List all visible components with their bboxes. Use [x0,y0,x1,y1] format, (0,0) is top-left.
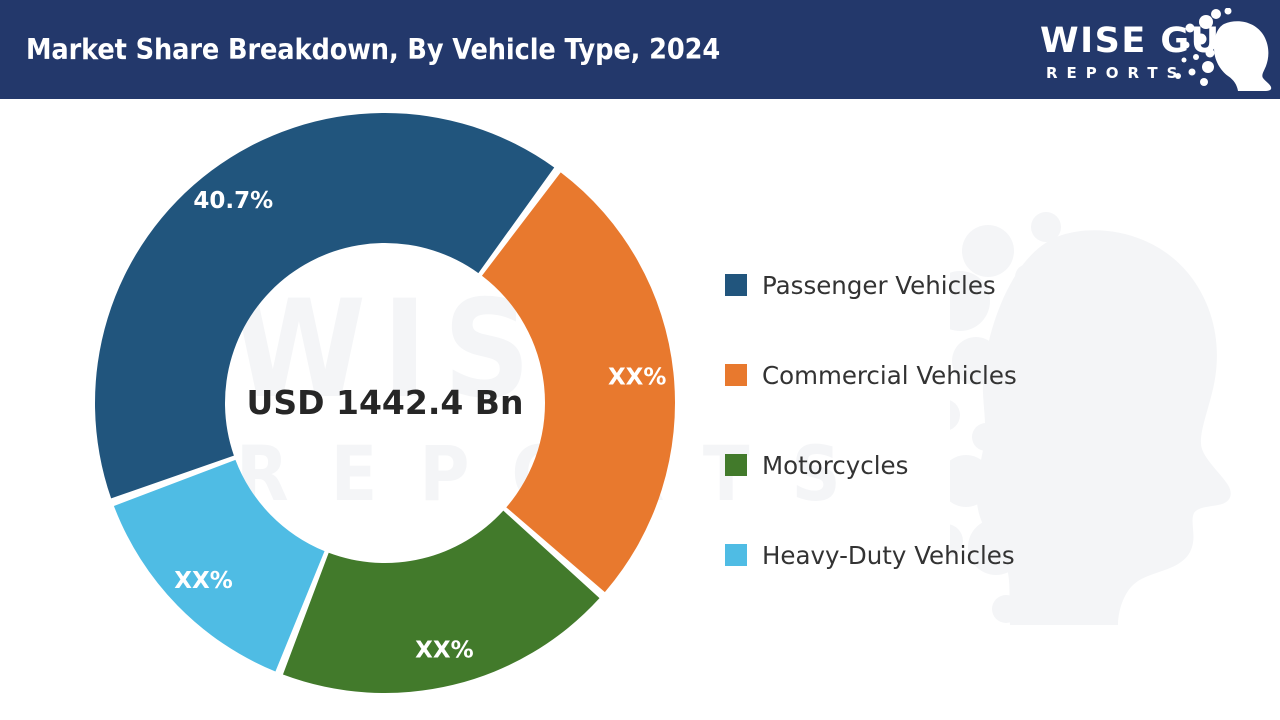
legend-item-label: Passenger Vehicles [762,270,996,300]
slice-percent-label: XX% [608,364,667,390]
center-value-label: USD 1442.4 Bn [247,383,524,422]
legend-item-label: Motorcycles [762,450,909,480]
legend-item[interactable]: Commercial Vehicles [725,330,1125,420]
legend-item-label: Commercial Vehicles [762,360,1017,390]
legend-item[interactable]: Motorcycles [725,420,1125,510]
legend-swatch-icon [725,364,747,386]
logo-wordmark-secondary: REPORTS [1046,64,1186,82]
legend-swatch-icon [725,274,747,296]
legend-swatch-icon [725,454,747,476]
slice-percent-label: 40.7% [193,188,273,214]
slice-percent-label: XX% [415,638,474,664]
donut-slice[interactable] [481,172,675,593]
chart-legend: Passenger Vehicles Commercial Vehicles Mot… [725,240,1125,600]
donut-chart: 40.7% XX% XX% XX% USD 1442.4 Bn [0,99,700,720]
donut-slices [95,113,675,693]
legend-item[interactable]: Heavy-Duty Vehicles [725,510,1125,600]
slice-percent-label: XX% [174,568,233,594]
header-bar: Market Share Breakdown, By Vehicle Type,… [0,0,1280,99]
logo-head-icon [1175,8,1272,91]
donut-slice[interactable] [113,459,325,672]
donut-slice-labels: 40.7% XX% XX% XX% [174,188,666,664]
donut-slice[interactable] [95,113,555,499]
donut-slice[interactable] [282,510,600,693]
legend-swatch-icon [725,544,747,566]
legend-item-label: Heavy-Duty Vehicles [762,540,1015,570]
page-title: Market Share Breakdown, By Vehicle Type,… [26,33,721,66]
legend-item[interactable]: Passenger Vehicles [725,240,1125,330]
wise-guy-reports-logo: WISE GUY REPORTS [1040,8,1272,91]
